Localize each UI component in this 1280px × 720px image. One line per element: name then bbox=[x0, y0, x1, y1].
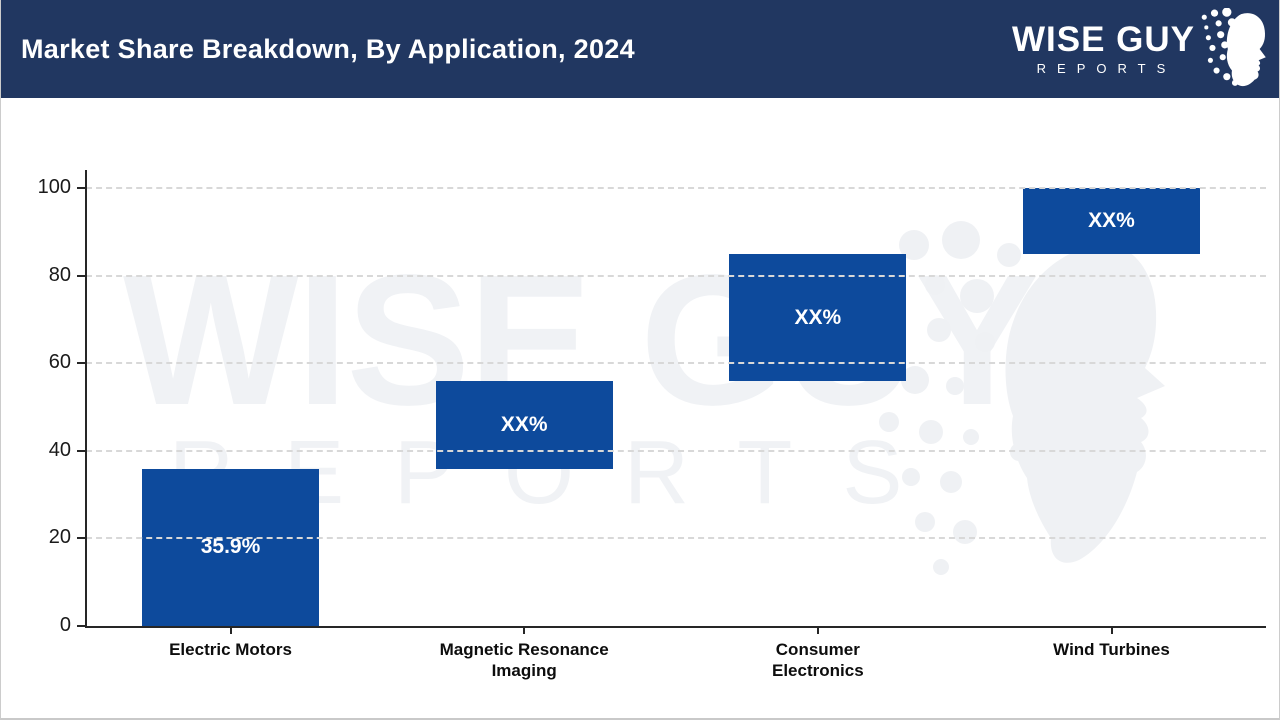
x-category-label-electric-motors: Electric Motors bbox=[81, 639, 381, 660]
header-bar: Market Share Breakdown, By Application, … bbox=[1, 0, 1279, 98]
gridline-40 bbox=[86, 449, 1266, 452]
y-tick-label-20: 20 bbox=[48, 526, 71, 549]
x-tick-magnetic-resonance-imaging bbox=[523, 626, 526, 634]
y-tick-0 bbox=[77, 625, 85, 627]
bar-wind-turbines bbox=[1023, 188, 1200, 255]
x-category-label-line: Wind Turbines bbox=[1053, 640, 1170, 659]
y-tick-label-100: 100 bbox=[37, 176, 71, 198]
y-tick-label-60: 60 bbox=[48, 351, 71, 374]
gridline-60 bbox=[86, 362, 1266, 365]
x-category-label-line: Consumer bbox=[775, 640, 860, 659]
x-category-label-line: Imaging bbox=[491, 661, 557, 680]
x-tick-consumer-electronics bbox=[816, 626, 819, 634]
axis-ticks-layer: Electric Motors Magnetic Resonance Imaging… bbox=[1, 98, 1279, 718]
grid-layer bbox=[1, 98, 1279, 718]
bar-value-label-electric-motors: 35.9% bbox=[200, 535, 261, 559]
wiseguy-head-icon bbox=[1201, 8, 1266, 87]
bar-electric-motors bbox=[142, 468, 319, 626]
bar-magnetic-resonance-imaging bbox=[435, 381, 613, 469]
bars-layer bbox=[1, 98, 1279, 718]
y-tick-label-40: 40 bbox=[48, 438, 71, 461]
logo-wordmark: WISE GUY bbox=[1011, 20, 1195, 59]
y-tick-80 bbox=[77, 274, 85, 277]
wiseguy-logo: WISE GUY REPORTS bbox=[1012, 8, 1271, 90]
y-axis-line bbox=[85, 170, 87, 628]
chart-area: WISE GUY REPORTS 35.9% XX% XX% XX% Electric… bbox=[1, 98, 1279, 718]
bar-value-label-magnetic-resonance-imaging: XX% bbox=[500, 412, 548, 436]
gridline-20 bbox=[86, 537, 1266, 540]
x-category-label-line: Electronics bbox=[772, 661, 864, 680]
x-category-label-consumer-electronics: Consumer Electronics bbox=[668, 639, 968, 681]
bar-value-label-wind-turbines: XX% bbox=[1088, 209, 1135, 233]
logo-text: WISE GUY REPORTS bbox=[1012, 22, 1195, 76]
x-category-label-line: Magnetic Resonance bbox=[439, 640, 609, 659]
y-tick-label-80: 80 bbox=[48, 263, 71, 286]
x-tick-electric-motors bbox=[229, 626, 232, 634]
page-title: Market Share Breakdown, By Application, … bbox=[21, 33, 635, 64]
x-category-label-line: Electric Motors bbox=[169, 640, 292, 659]
y-tick-label-0: 0 bbox=[59, 614, 71, 636]
x-axis-line bbox=[85, 626, 1266, 628]
y-tick-40 bbox=[77, 449, 85, 452]
bar-labels-layer: 35.9% XX% XX% XX% bbox=[1, 98, 1279, 718]
y-tick-60 bbox=[77, 362, 85, 365]
x-category-label-magnetic-resonance-imaging: Magnetic Resonance Imaging bbox=[374, 639, 674, 681]
bar-value-label-consumer-electronics: XX% bbox=[794, 305, 842, 329]
y-tick-100 bbox=[77, 187, 85, 189]
gridline-100 bbox=[86, 187, 1266, 189]
x-category-label-wind-turbines: Wind Turbines bbox=[962, 639, 1262, 660]
y-tick-20 bbox=[77, 537, 85, 540]
gridline-80 bbox=[86, 274, 1266, 277]
logo-subtitle: REPORTS bbox=[1036, 61, 1177, 76]
x-tick-wind-turbines bbox=[1110, 626, 1113, 634]
